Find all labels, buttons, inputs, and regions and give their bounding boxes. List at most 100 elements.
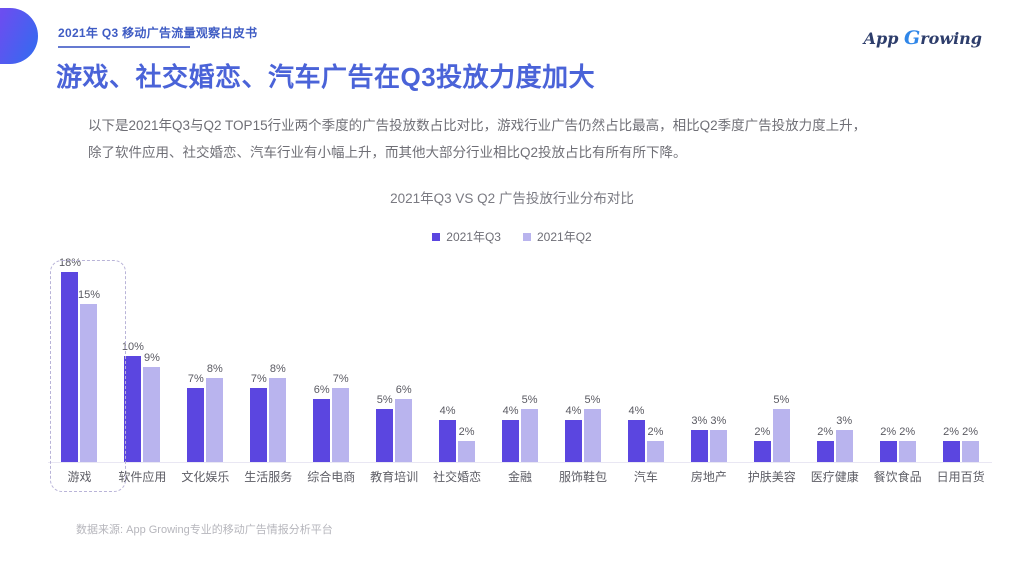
bar-q3: 7% bbox=[187, 258, 205, 462]
category-label: 餐饮食品 bbox=[873, 470, 922, 484]
bar-rect bbox=[690, 430, 708, 462]
bar-value-label: 5% bbox=[584, 394, 601, 407]
bar-q2: 2% bbox=[961, 258, 979, 462]
bar-value-label: 4% bbox=[628, 404, 645, 417]
bar-q3: 4% bbox=[564, 258, 582, 462]
bar-rect bbox=[80, 303, 98, 462]
bar-q2: 2% bbox=[646, 258, 664, 462]
bar-q2: 9% bbox=[143, 258, 161, 462]
bar-rect bbox=[898, 440, 916, 462]
bar-value-label: 7% bbox=[250, 373, 267, 386]
bar-rect bbox=[187, 388, 205, 462]
bar-value-label: 7% bbox=[187, 373, 204, 386]
paragraph-line-1: 以下是2021年Q3与Q2 TOP15行业两个季度的广告投放数占比对比，游戏行业… bbox=[88, 118, 867, 133]
bar-value-label: 3% bbox=[691, 415, 708, 428]
bar-value-label: 2% bbox=[899, 425, 916, 438]
bar-q2: 3% bbox=[835, 258, 853, 462]
chart-title: 2021年Q3 VS Q2 广告投放行业分布对比 bbox=[390, 191, 634, 206]
bar-rect bbox=[835, 430, 853, 462]
bar-q3: 4% bbox=[502, 258, 520, 462]
bar-q3: 10% bbox=[122, 258, 144, 462]
bar-rect bbox=[124, 356, 142, 462]
bar-value-label: 4% bbox=[439, 404, 456, 417]
bar-rect bbox=[458, 440, 476, 462]
chart-category-axis: 游戏 软件应用 文化娱乐 生活服务 综合电商 教育培训 社交婚恋 金融 服饰鞋包 汽车 房地产 护肤美… bbox=[48, 468, 992, 485]
category-label: 游戏 bbox=[67, 470, 92, 484]
bar-group: 2% 5% bbox=[740, 258, 803, 462]
category-label: 日用百货 bbox=[936, 470, 985, 484]
bar-q3: 2% bbox=[753, 258, 771, 462]
bar-q2: 5% bbox=[521, 258, 539, 462]
bar-rect bbox=[942, 440, 960, 462]
bar-rect bbox=[439, 419, 457, 462]
bar-group: 2% 3% bbox=[803, 258, 866, 462]
bar-group: 4% 2% bbox=[426, 258, 489, 462]
bar-q3: 3% bbox=[690, 258, 708, 462]
bar-value-label: 2% bbox=[817, 425, 834, 438]
bar-value-label: 3% bbox=[836, 415, 853, 428]
bar-q3: 2% bbox=[816, 258, 834, 462]
bar-value-label: 2% bbox=[880, 425, 897, 438]
category-label: 社交婚恋 bbox=[433, 470, 482, 484]
category-label: 医疗健康 bbox=[810, 470, 859, 484]
bar-rect bbox=[521, 409, 539, 462]
category-label: 金融 bbox=[508, 470, 533, 484]
bar-value-label: 5% bbox=[521, 394, 538, 407]
bar-q3: 7% bbox=[250, 258, 268, 462]
bar-q2: 5% bbox=[583, 258, 601, 462]
bar-q2: 2% bbox=[458, 258, 476, 462]
chart-legend: 2021年Q3 2021年Q2 bbox=[0, 228, 1024, 245]
bar-value-label: 3% bbox=[710, 415, 727, 428]
bar-rect bbox=[269, 377, 287, 462]
bar-value-label: 7% bbox=[332, 373, 349, 386]
bar-q2: 15% bbox=[77, 258, 100, 462]
bar-rect bbox=[143, 367, 161, 462]
bar-q2: 7% bbox=[332, 258, 350, 462]
bar-q2: 8% bbox=[206, 258, 224, 462]
bar-rect bbox=[627, 419, 645, 462]
bar-group: 3% 3% bbox=[677, 258, 740, 462]
bar-group: 10% 9% bbox=[111, 258, 174, 462]
bar-rect bbox=[772, 409, 790, 462]
bar-rect bbox=[376, 409, 394, 462]
kicker-text: 2021年 Q3 移动广告流量观察白皮书 bbox=[58, 26, 258, 40]
bar-group: 5% 6% bbox=[363, 258, 426, 462]
bar-rect bbox=[753, 440, 771, 462]
bar-rect bbox=[332, 388, 350, 462]
bar-value-label: 2% bbox=[962, 425, 979, 438]
bar-value-label: 8% bbox=[269, 362, 286, 375]
bar-value-label: 4% bbox=[502, 404, 519, 417]
bar-q3: 6% bbox=[313, 258, 331, 462]
bar-group: 4% 5% bbox=[489, 258, 552, 462]
kicker-divider bbox=[58, 46, 190, 48]
category-label: 服饰鞋包 bbox=[558, 470, 607, 484]
bar-group: 6% 7% bbox=[300, 258, 363, 462]
chart-bar-groups: 18% 15% 10% 9% 7% 8% 7% 8% 6% 7% 5% 6% 4% 2% 4% 5% 4% 5% 4… bbox=[48, 257, 992, 462]
bar-rect bbox=[206, 377, 224, 462]
bar-q2: 3% bbox=[709, 258, 727, 462]
bar-rect bbox=[313, 398, 331, 462]
category-label: 教育培训 bbox=[370, 470, 419, 484]
bar-value-label: 6% bbox=[395, 383, 412, 396]
bar-rect bbox=[564, 419, 582, 462]
bar-group: 18% 15% bbox=[48, 257, 111, 462]
bar-rect bbox=[709, 430, 727, 462]
page-title: 游戏、社交婚恋、汽车广告在Q3投放力度加大 bbox=[56, 62, 596, 92]
legend-item-q3: 2021年Q3 bbox=[432, 228, 501, 245]
bar-rect bbox=[395, 398, 413, 462]
logo-app-text: App bbox=[863, 29, 904, 48]
bar-value-label: 5% bbox=[773, 394, 790, 407]
bar-rect bbox=[61, 272, 79, 462]
category-label: 综合电商 bbox=[307, 470, 356, 484]
logo-g-letter: G bbox=[903, 27, 921, 49]
bar-value-label: 9% bbox=[143, 352, 160, 364]
bar-value-label: 15% bbox=[77, 288, 100, 301]
legend-item-q2: 2021年Q2 bbox=[523, 228, 592, 245]
bar-q3: 18% bbox=[59, 257, 81, 462]
bar-value-label: 4% bbox=[565, 404, 582, 417]
bar-rect bbox=[879, 440, 897, 462]
bar-group: 4% 5% bbox=[552, 258, 615, 462]
bar-value-label: 2% bbox=[754, 425, 771, 438]
bar-q2: 8% bbox=[269, 258, 287, 462]
bar-rect bbox=[961, 440, 979, 462]
